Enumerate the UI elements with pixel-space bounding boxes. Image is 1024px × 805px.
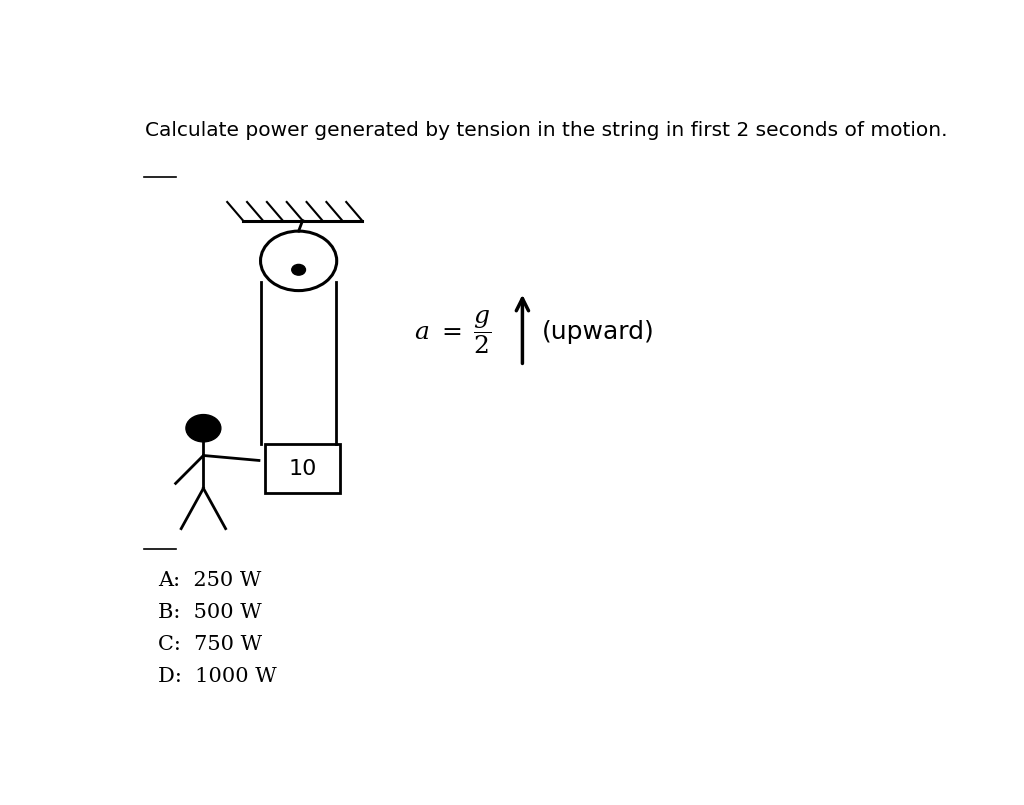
Text: B:  500 W: B: 500 W xyxy=(158,603,262,622)
Text: Calculate power generated by tension in the string in first 2 seconds of motion.: Calculate power generated by tension in … xyxy=(145,122,948,140)
Text: C:  750 W: C: 750 W xyxy=(158,635,262,654)
Text: A:  250 W: A: 250 W xyxy=(158,571,261,590)
Text: $\dfrac{g}{2}$: $\dfrac{g}{2}$ xyxy=(473,308,492,356)
Text: D:  1000 W: D: 1000 W xyxy=(158,667,276,687)
Text: 10: 10 xyxy=(289,459,316,478)
Circle shape xyxy=(292,264,305,275)
Text: $\mathit{a}\ =$: $\mathit{a}\ =$ xyxy=(414,320,462,345)
Text: (upward): (upward) xyxy=(543,320,655,345)
Bar xyxy=(265,444,340,493)
Circle shape xyxy=(186,415,221,442)
